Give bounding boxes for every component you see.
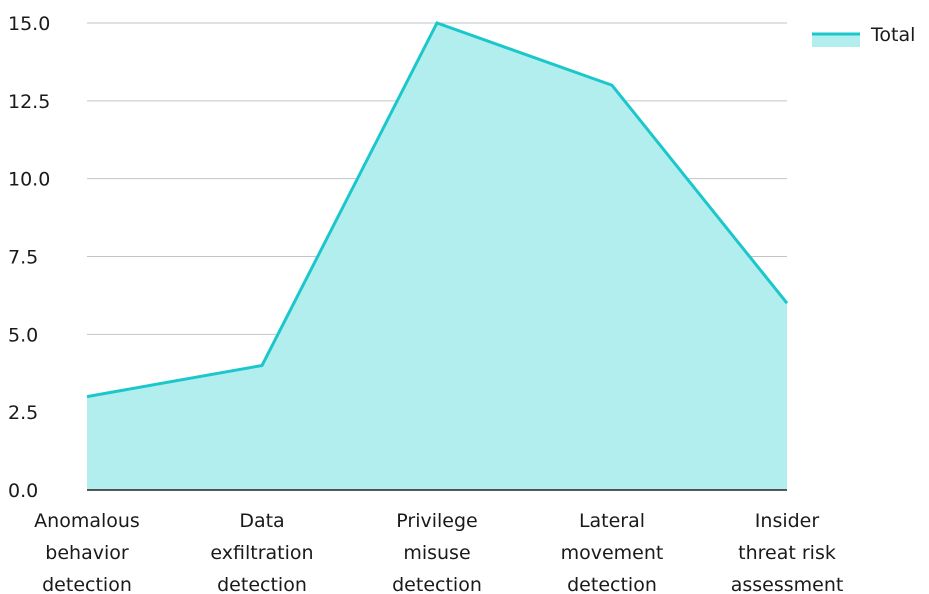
x-tick-label: Insider threat risk assessment [731, 510, 844, 594]
y-tick-label: 10.0 [8, 169, 50, 191]
x-tick-label: Privilege misuse detection [392, 510, 482, 594]
y-axis-ticks: 0.0 2.5 5.0 7.5 10.0 12.5 15.0 [8, 13, 50, 502]
series-total-area [87, 23, 787, 490]
y-tick-label: 2.5 [8, 402, 38, 424]
x-tick-label: Lateral movement detection [561, 510, 664, 594]
y-tick-label: 7.5 [8, 247, 38, 269]
x-tick-label: Anomalous behavior detection [34, 510, 140, 594]
legend: Total [812, 24, 915, 47]
legend-label-total: Total [870, 24, 915, 46]
y-tick-label: 12.5 [8, 91, 50, 113]
y-tick-label: 5.0 [8, 324, 38, 346]
y-tick-label: 15.0 [8, 13, 50, 35]
x-axis-labels: Anomalous behavior detection Data exfiltrati… [34, 510, 843, 594]
legend-swatch-total [812, 34, 860, 47]
series-total-line [86, 21, 789, 399]
x-tick-label: Data exfiltration detection [210, 510, 313, 594]
y-tick-label: 0.0 [8, 480, 38, 502]
